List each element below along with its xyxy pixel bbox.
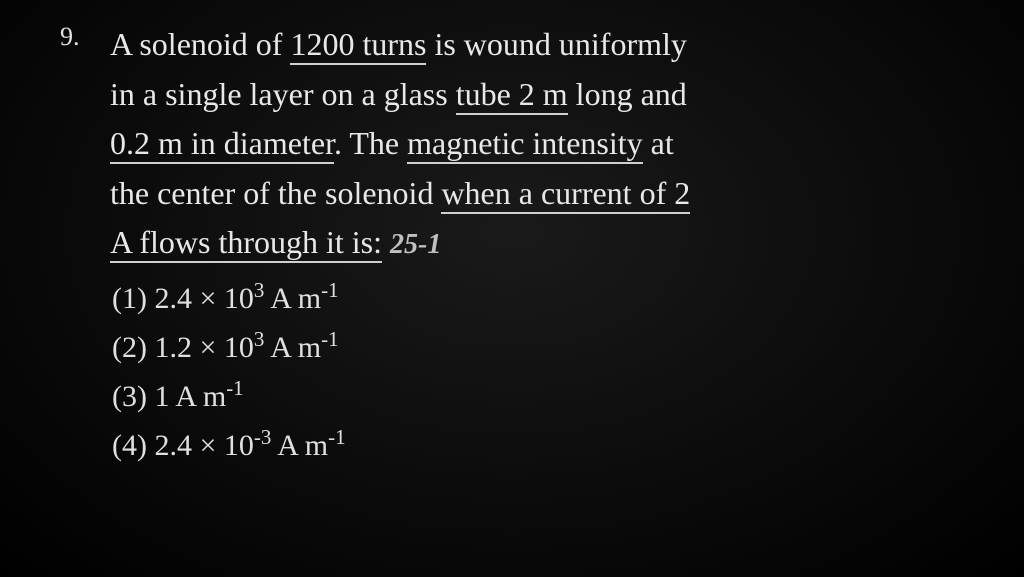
option-4: (4) 2.4 × 10-3 A m-1 [112, 423, 984, 468]
superscript: -1 [321, 278, 339, 302]
superscript: -1 [321, 327, 339, 351]
text-segment: at [643, 125, 674, 161]
option-label: (4) [112, 429, 147, 462]
option-value: 1.2 × 10 [154, 331, 253, 364]
option-value: 1 A m [154, 380, 226, 413]
text-segment: long and [568, 76, 687, 112]
underlined-value: tube 2 m [456, 76, 568, 115]
text-segment: is wound uniformly [426, 26, 686, 62]
option-2: (2) 1.2 × 103 A m-1 [112, 325, 984, 370]
option-3: (3) 1 A m-1 [112, 374, 984, 419]
superscript: -1 [328, 425, 346, 449]
option-value: A m [264, 331, 321, 364]
text-segment: A solenoid of [110, 26, 290, 62]
option-value: 2.4 × 10 [154, 429, 253, 462]
underlined-value: when a current of 2 [441, 175, 690, 214]
option-value: 2.4 × 10 [154, 282, 253, 315]
underlined-value: A flows through it is: [110, 224, 382, 263]
options-list: (1) 2.4 × 103 A m-1 (2) 1.2 × 103 A m-1 … [90, 276, 984, 468]
option-label: (3) [112, 380, 147, 413]
option-1: (1) 2.4 × 103 A m-1 [112, 276, 984, 321]
option-label: (2) [112, 331, 147, 364]
option-label: (1) [112, 282, 147, 315]
superscript: -3 [254, 425, 272, 449]
question-number: 9. [60, 22, 80, 52]
superscript: 3 [254, 327, 265, 351]
option-value: A m [264, 282, 321, 315]
superscript: 3 [254, 278, 265, 302]
text-segment: . The [334, 125, 407, 161]
text-segment: in a single layer on a glass [110, 76, 456, 112]
option-value: A m [271, 429, 328, 462]
question-body: A solenoid of 1200 turns is wound unifor… [90, 20, 984, 268]
text-segment: the center of the solenoid [110, 175, 441, 211]
hint-label: 25-1 [390, 229, 441, 260]
superscript: -1 [226, 376, 244, 400]
underlined-value: magnetic intensity [407, 125, 643, 164]
underlined-value: 1200 turns [290, 26, 426, 65]
underlined-value: 0.2 m in diameter [110, 125, 334, 164]
